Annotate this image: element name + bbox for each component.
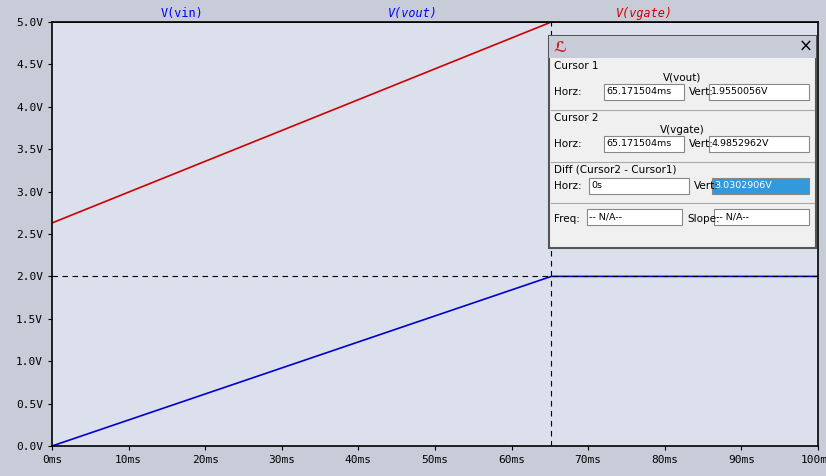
Text: -- N/A--: -- N/A-- (589, 212, 622, 221)
Text: Cursor 1: Cursor 1 (554, 61, 599, 71)
Text: Freq:: Freq: (554, 214, 580, 224)
Text: Diff (Cursor2 - Cursor1): Diff (Cursor2 - Cursor1) (554, 165, 676, 175)
Text: V(vin): V(vin) (160, 7, 203, 20)
Text: 1.9550056V: 1.9550056V (711, 88, 768, 97)
Text: 0s: 0s (591, 181, 602, 190)
Text: 65.171504ms: 65.171504ms (606, 139, 672, 149)
Text: ℒ: ℒ (553, 40, 566, 54)
Text: V(vout): V(vout) (388, 7, 438, 20)
Text: Vert:: Vert: (694, 181, 719, 191)
Text: -- N/A--: -- N/A-- (716, 212, 749, 221)
Text: 4.9852962V: 4.9852962V (711, 139, 768, 149)
Text: Horz:: Horz: (554, 139, 582, 149)
Text: V(vout): V(vout) (662, 73, 701, 83)
Text: Horz:: Horz: (554, 181, 582, 191)
Text: Vert:: Vert: (689, 139, 714, 149)
Text: Horz:: Horz: (554, 87, 582, 97)
Text: 3.0302906V: 3.0302906V (714, 181, 771, 190)
Text: V(vgate): V(vgate) (660, 125, 705, 135)
Text: Cursor 2: Cursor 2 (554, 113, 599, 123)
Text: V(vgate): V(vgate) (615, 7, 673, 20)
Text: Vert:: Vert: (689, 87, 714, 97)
Text: Slope:: Slope: (687, 214, 719, 224)
Text: 65.171504ms: 65.171504ms (606, 88, 672, 97)
Text: ×: × (799, 38, 813, 56)
